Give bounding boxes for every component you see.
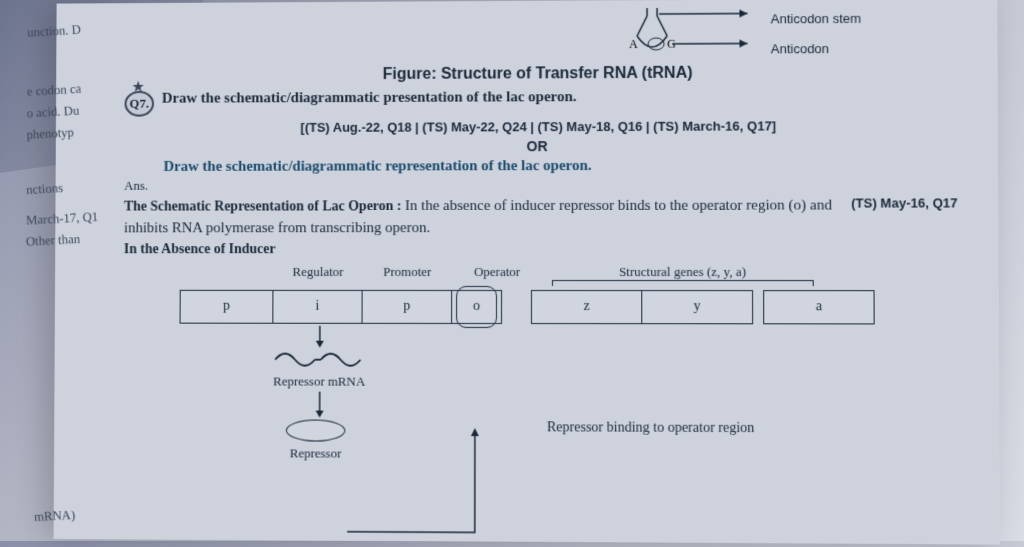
question-text: Draw the schematic/diagrammatic presenta… bbox=[162, 89, 577, 107]
promoter-label: Promoter bbox=[363, 264, 453, 280]
margin-text: March-17, Q1 bbox=[26, 209, 99, 229]
box-p-left: p bbox=[180, 290, 274, 324]
box-z: z bbox=[532, 290, 642, 324]
structural-genes-label: Structural genes (z, y, a) bbox=[542, 264, 824, 280]
margin-text: mRNA) bbox=[34, 507, 76, 525]
gene-boxes-row: p i p o z y a bbox=[180, 290, 900, 325]
trna-loop-icon: A G bbox=[547, 8, 748, 59]
box-i: i bbox=[273, 290, 362, 324]
textbook-page: unction. D e codon ca o acid. Du phenoty… bbox=[54, 0, 1000, 545]
margin-text: nctions bbox=[26, 180, 63, 198]
repressor-mrna-label: Repressor mRNA bbox=[273, 373, 365, 389]
margin-text: unction. D bbox=[27, 22, 81, 41]
regulator-label: Regulator bbox=[273, 264, 362, 280]
diagram-below: Repressor mRNA Repressor Repressor bindi… bbox=[179, 323, 901, 465]
box-spacer bbox=[502, 290, 532, 324]
lac-operon-diagram: Regulator Promoter Operator Structural g… bbox=[179, 264, 901, 466]
ref-right: (TS) May-16, Q17 bbox=[851, 194, 957, 212]
diagram-top-labels: Regulator Promoter Operator Structural g… bbox=[273, 264, 899, 280]
answer-label: Ans. bbox=[124, 176, 957, 194]
repressor-label: Repressor bbox=[290, 445, 342, 461]
box-a: a bbox=[763, 290, 874, 324]
alternate-question: Draw the schematic/diagrammatic represen… bbox=[163, 157, 957, 176]
binding-caption: Repressor binding to operator region bbox=[547, 420, 754, 437]
answer-sub-heading: The Schematic Representation of Lac Oper… bbox=[124, 199, 405, 214]
answer-paragraph: (TS) May-16, Q17 The Schematic Represent… bbox=[124, 194, 958, 240]
exam-references: [(TS) Aug.-22, Q18 | (TS) May-22, Q24 | … bbox=[124, 118, 957, 136]
structural-genes-text: Structural genes (z, y, a) bbox=[619, 264, 746, 279]
box-y: y bbox=[642, 290, 753, 324]
margin-text: phenotyp bbox=[26, 124, 74, 142]
mrna-wave-icon bbox=[273, 349, 362, 369]
anticodon-label: Anticodon bbox=[771, 41, 829, 56]
anticodon-stem-label: Anticodon stem bbox=[771, 11, 861, 27]
repressor-to-operator-arrow-icon bbox=[345, 423, 535, 544]
margin-text: Other than bbox=[26, 231, 81, 250]
trna-figure: A G Anticodon stem Anticodon bbox=[341, 6, 957, 64]
inducer-heading: In the Absence of Inducer bbox=[124, 242, 958, 258]
operator-label: Operator bbox=[452, 264, 542, 280]
margin-text: o acid. Du bbox=[26, 103, 79, 122]
or-separator: OR bbox=[124, 137, 957, 155]
question-number-badge: Q7. bbox=[124, 91, 154, 117]
question-row: Q7. Draw the schematic/diagrammatic pres… bbox=[124, 88, 957, 117]
box-operator: o bbox=[452, 290, 502, 324]
figure-caption: Figure: Structure of Transfer RNA (tRNA) bbox=[125, 64, 957, 85]
repressor-protein-icon bbox=[286, 419, 346, 441]
box-promoter: p bbox=[363, 290, 453, 324]
trna-base-a: A bbox=[629, 37, 638, 51]
bracket-icon bbox=[552, 280, 814, 286]
margin-text: e codon ca bbox=[26, 81, 81, 100]
